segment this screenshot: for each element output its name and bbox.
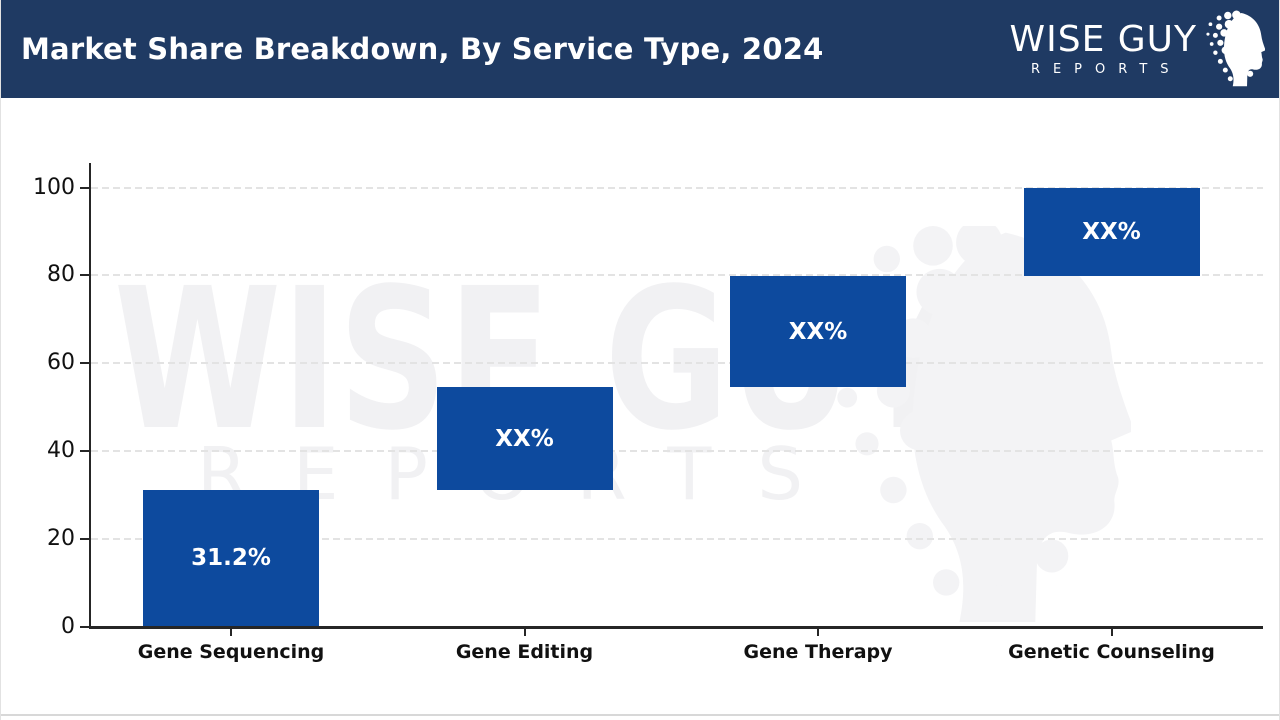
chart-title: Market Share Breakdown, By Service Type,… xyxy=(21,32,824,66)
x-category-label: Gene Therapy xyxy=(743,641,893,663)
gridline xyxy=(91,362,1263,365)
waterfall-bar: 31.2% xyxy=(143,489,319,627)
y-tick-label: 0 xyxy=(61,614,75,639)
y-tick xyxy=(80,626,89,628)
plot-area: 0 20 40 60 80 100 31.2% Gene Sequencing XX% Gene … xyxy=(33,163,1263,663)
y-tick-label: 20 xyxy=(47,526,75,552)
y-tick xyxy=(80,538,89,541)
waterfall-bar: XX% xyxy=(730,275,906,388)
x-category-label: Gene Editing xyxy=(455,641,594,663)
bar-value-label: XX% xyxy=(1082,218,1141,245)
x-category-label: Gene Sequencing xyxy=(137,641,325,663)
gridline xyxy=(91,274,1263,277)
x-tick xyxy=(1110,627,1113,636)
gridline xyxy=(91,186,1263,189)
brand-logo-text: WISE GUY REPORTS xyxy=(1009,19,1198,77)
bar-value-label: XX% xyxy=(788,318,848,345)
y-tick-label: 60 xyxy=(47,350,75,376)
bar-value-label: XX% xyxy=(495,425,554,452)
x-tick xyxy=(817,627,819,636)
waterfall-bar: XX% xyxy=(1023,187,1200,276)
brand-subname: REPORTS xyxy=(1030,62,1182,77)
brand-logo: WISE GUY REPORTS xyxy=(1009,8,1265,90)
y-axis-line xyxy=(89,163,91,627)
y-tick xyxy=(80,186,89,189)
y-tick-label: 100 xyxy=(33,174,75,200)
brand-name: WISE GUY xyxy=(1009,19,1197,60)
y-tick xyxy=(80,274,89,277)
face-profile-dots-icon xyxy=(1206,10,1265,87)
gridline xyxy=(91,450,1263,453)
bar-value-label: 31.2% xyxy=(191,545,271,572)
x-category-label: Genetic Counseling xyxy=(1008,641,1215,663)
y-tick xyxy=(80,450,89,453)
gridline xyxy=(91,538,1263,541)
y-tick-label: 40 xyxy=(47,438,75,464)
header: Market Share Breakdown, By Service Type,… xyxy=(1,0,1279,98)
bottom-border xyxy=(1,714,1279,716)
x-tick xyxy=(230,627,232,636)
y-tick-label: 80 xyxy=(47,262,75,288)
waterfall-bar: XX% xyxy=(436,387,613,490)
x-axis-line xyxy=(89,626,1263,629)
y-tick xyxy=(80,362,89,365)
x-tick xyxy=(523,627,526,636)
